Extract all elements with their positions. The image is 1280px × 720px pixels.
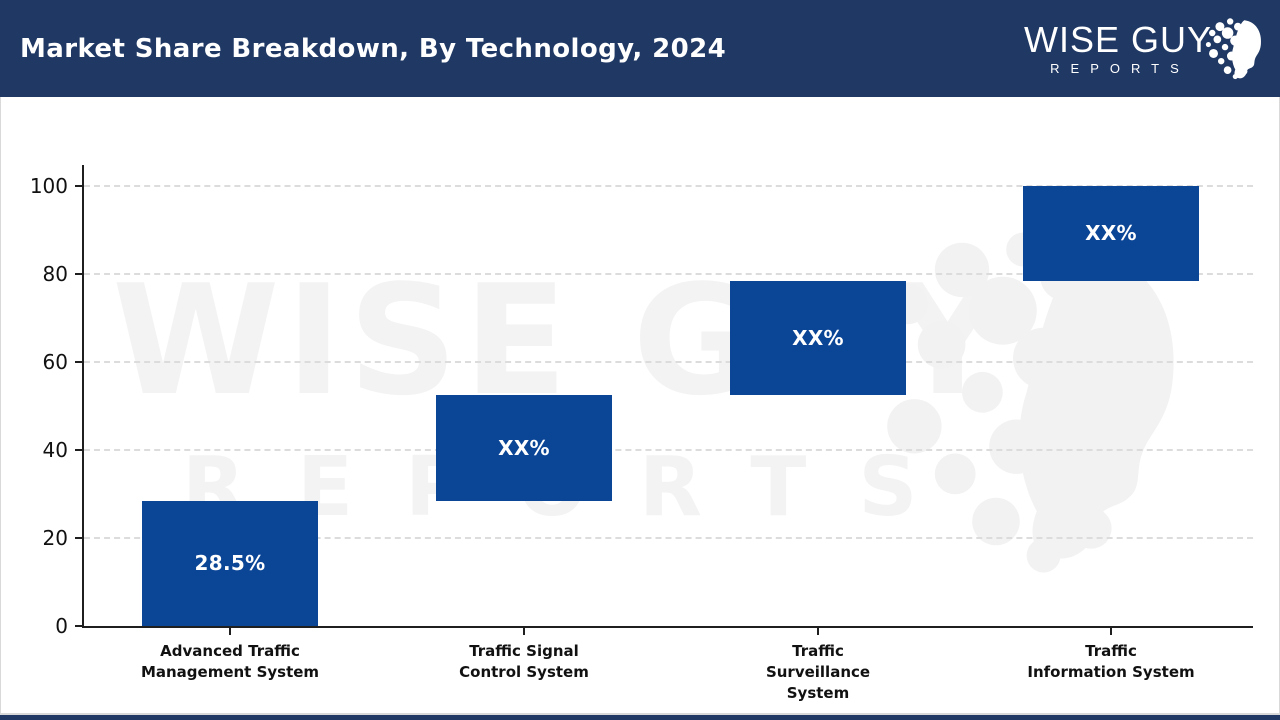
brand-logo-text: WISE GUY REPORTS [1023,19,1212,76]
y-axis-tick-40 [75,449,82,451]
bar-traffic-surveillance-system: XX% [730,280,906,395]
gridline-60 [84,361,1253,363]
brand-logo-primary: WISE GUY [1023,19,1212,60]
y-axis-tick-label-20: 20 [42,526,68,550]
bar-value-label-traffic-signal-control-system: XX% [498,435,550,460]
bar-value-label-traffic-surveillance-system: XX% [792,325,844,350]
y-axis-tick-100 [75,185,82,187]
bar-traffic-information-system: XX% [1023,186,1199,281]
bar-traffic-signal-control-system: XX% [436,395,612,501]
y-axis-tick-label-60: 60 [42,350,68,374]
brand-face-icon [1205,17,1262,79]
gridline-100 [84,185,1253,187]
brand-logo: WISE GUY REPORTS [1024,10,1266,88]
x-axis-tick-advanced-traffic-management-system [229,628,231,635]
header-banner: Market Share Breakdown, By Technology, 2… [0,0,1280,97]
y-axis-tick-0 [75,625,82,627]
bar-value-label-traffic-information-system: XX% [1085,221,1137,246]
watermark-face-icon [873,232,1174,573]
footer-accent-bar [0,715,1280,720]
page-title: Market Share Breakdown, By Technology, 2… [20,33,727,64]
y-axis-tick-80 [75,273,82,275]
x-axis-category-label-traffic-information-system: Traffic Information System [1027,642,1195,681]
x-axis-category-label-advanced-traffic-management-system: Advanced Traffic Management System [140,642,320,681]
x-axis-tick-traffic-surveillance-system [817,628,819,635]
x-axis-tick-traffic-information-system [1110,628,1112,635]
bar-advanced-traffic-management-system: 28.5% [142,500,318,626]
y-axis-tick-label-100: 100 [29,174,68,198]
bar-value-label-advanced-traffic-management-system: 28.5% [194,551,266,576]
y-axis-tick-label-40: 40 [42,438,68,462]
y-axis-tick-label-0: 0 [55,614,68,638]
x-axis-line [82,626,1253,628]
gridline-20 [84,537,1253,539]
y-axis-tick-60 [75,361,82,363]
gridline-80 [84,273,1253,275]
y-axis-tick-label-80: 80 [42,262,68,286]
x-axis-category-label-traffic-surveillance-system: Traffic Surveillance System [765,642,871,702]
gridline-40 [84,449,1253,451]
y-axis-tick-20 [75,537,82,539]
x-axis-tick-traffic-signal-control-system [523,628,525,635]
brand-logo-secondary: REPORTS [1050,61,1190,76]
y-axis-line [82,165,84,628]
x-axis-category-label-traffic-signal-control-system: Traffic Signal Control System [459,642,589,681]
